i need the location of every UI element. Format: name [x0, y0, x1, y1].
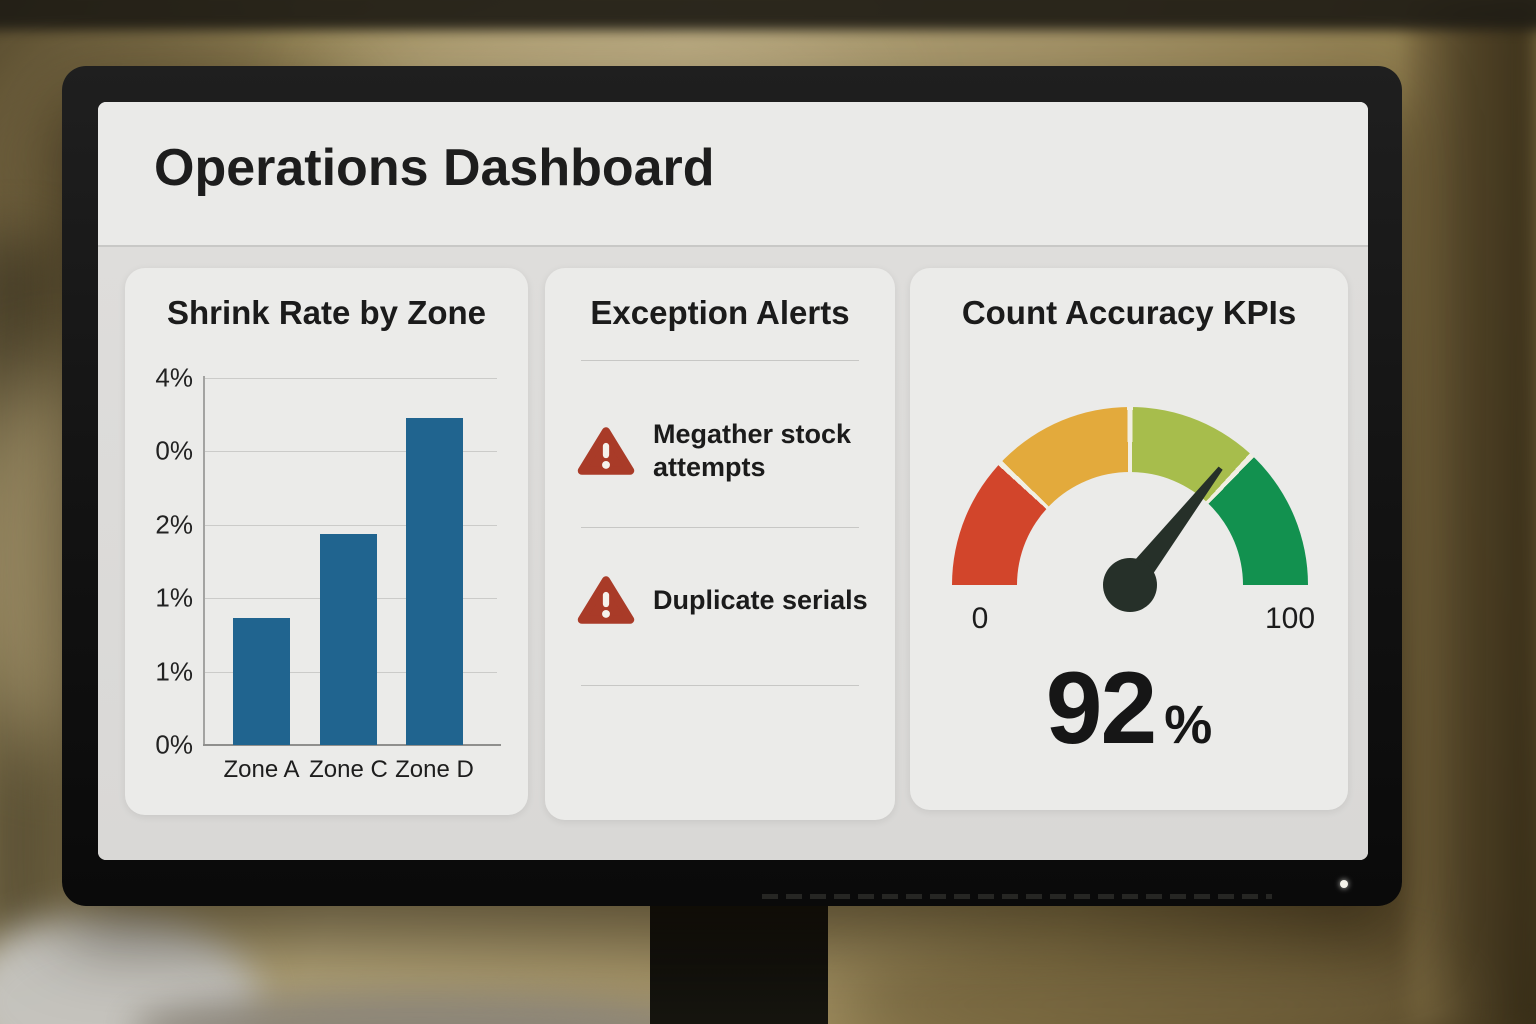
divider: [581, 527, 859, 528]
alert-text: Megather stock attempts: [653, 419, 852, 482]
bar-zone-a: [233, 618, 290, 745]
panel-count-accuracy-kpis: Count Accuracy KPIs 0 100 92%: [910, 268, 1348, 810]
y-axis-tick-label: 4%: [155, 362, 193, 393]
panel-title-exception-alerts: Exception Alerts: [590, 294, 850, 331]
y-axis-tick-label: 0%: [155, 435, 193, 466]
background-blur-strip: [1408, 0, 1536, 1024]
alert-row: Megather stock attempts: [577, 418, 881, 484]
y-axis-tick-label: 1%: [155, 582, 193, 613]
warning-triangle-icon: [577, 576, 635, 624]
power-led-icon: [1340, 880, 1348, 888]
alert-row: Duplicate serials: [577, 574, 868, 626]
dashboard-header: Operations Dashboard: [98, 102, 1368, 247]
x-axis-category-label: Zone A: [223, 756, 300, 783]
background-blur-strip: [0, 0, 1536, 30]
gauge-max-label: 100: [1264, 602, 1316, 635]
dashboard-screen: Operations Dashboard Shrink Rate by Zone…: [98, 102, 1368, 860]
gauge-min-label: 0: [971, 602, 989, 635]
kpi-value-unit: %: [1164, 695, 1213, 755]
bar-zone-d: [406, 418, 463, 745]
divider: [581, 360, 859, 361]
monitor-stand: [650, 898, 828, 1024]
gridline: [205, 378, 497, 379]
page-title: Operations Dashboard: [154, 139, 715, 197]
y-axis-tick-label: 1%: [155, 656, 193, 687]
dashboard-body: Shrink Rate by Zone 0% 1% 1% 2% 0% 4% Zone A Zo…: [98, 247, 1368, 860]
gridline: [205, 524, 497, 526]
gauge-hub-icon: [1103, 558, 1157, 612]
monitor-bezel: Operations Dashboard Shrink Rate by Zone…: [62, 66, 1402, 906]
y-axis-tick-label: 0%: [155, 729, 193, 760]
bezel-vents: [762, 894, 1272, 899]
kpi-value: 92%: [910, 650, 1348, 767]
panel-title-shrink-rate: Shrink Rate by Zone: [166, 294, 487, 331]
warning-triangle-icon: [577, 427, 635, 475]
gridline: [205, 451, 497, 453]
x-axis-category-label: Zone C: [309, 756, 388, 783]
y-axis-line: [203, 376, 205, 746]
alert-text: Duplicate serials: [653, 584, 868, 615]
bar-zone-c: [320, 533, 377, 745]
panel-shrink-rate-by-zone: Shrink Rate by Zone 0% 1% 1% 2% 0% 4% Zone A Zo…: [125, 268, 528, 815]
x-axis-category-label: Zone D: [395, 756, 474, 783]
y-axis-tick-label: 2%: [155, 509, 193, 540]
divider: [581, 685, 859, 686]
x-axis-line: [203, 744, 501, 746]
panel-title-count-accuracy: Count Accuracy KPIs: [961, 294, 1297, 331]
kpi-value-number: 92: [1045, 651, 1157, 765]
background-blur-blob: [840, 940, 1460, 1024]
panel-exception-alerts: Exception Alerts Megather stock attempts…: [545, 268, 895, 820]
